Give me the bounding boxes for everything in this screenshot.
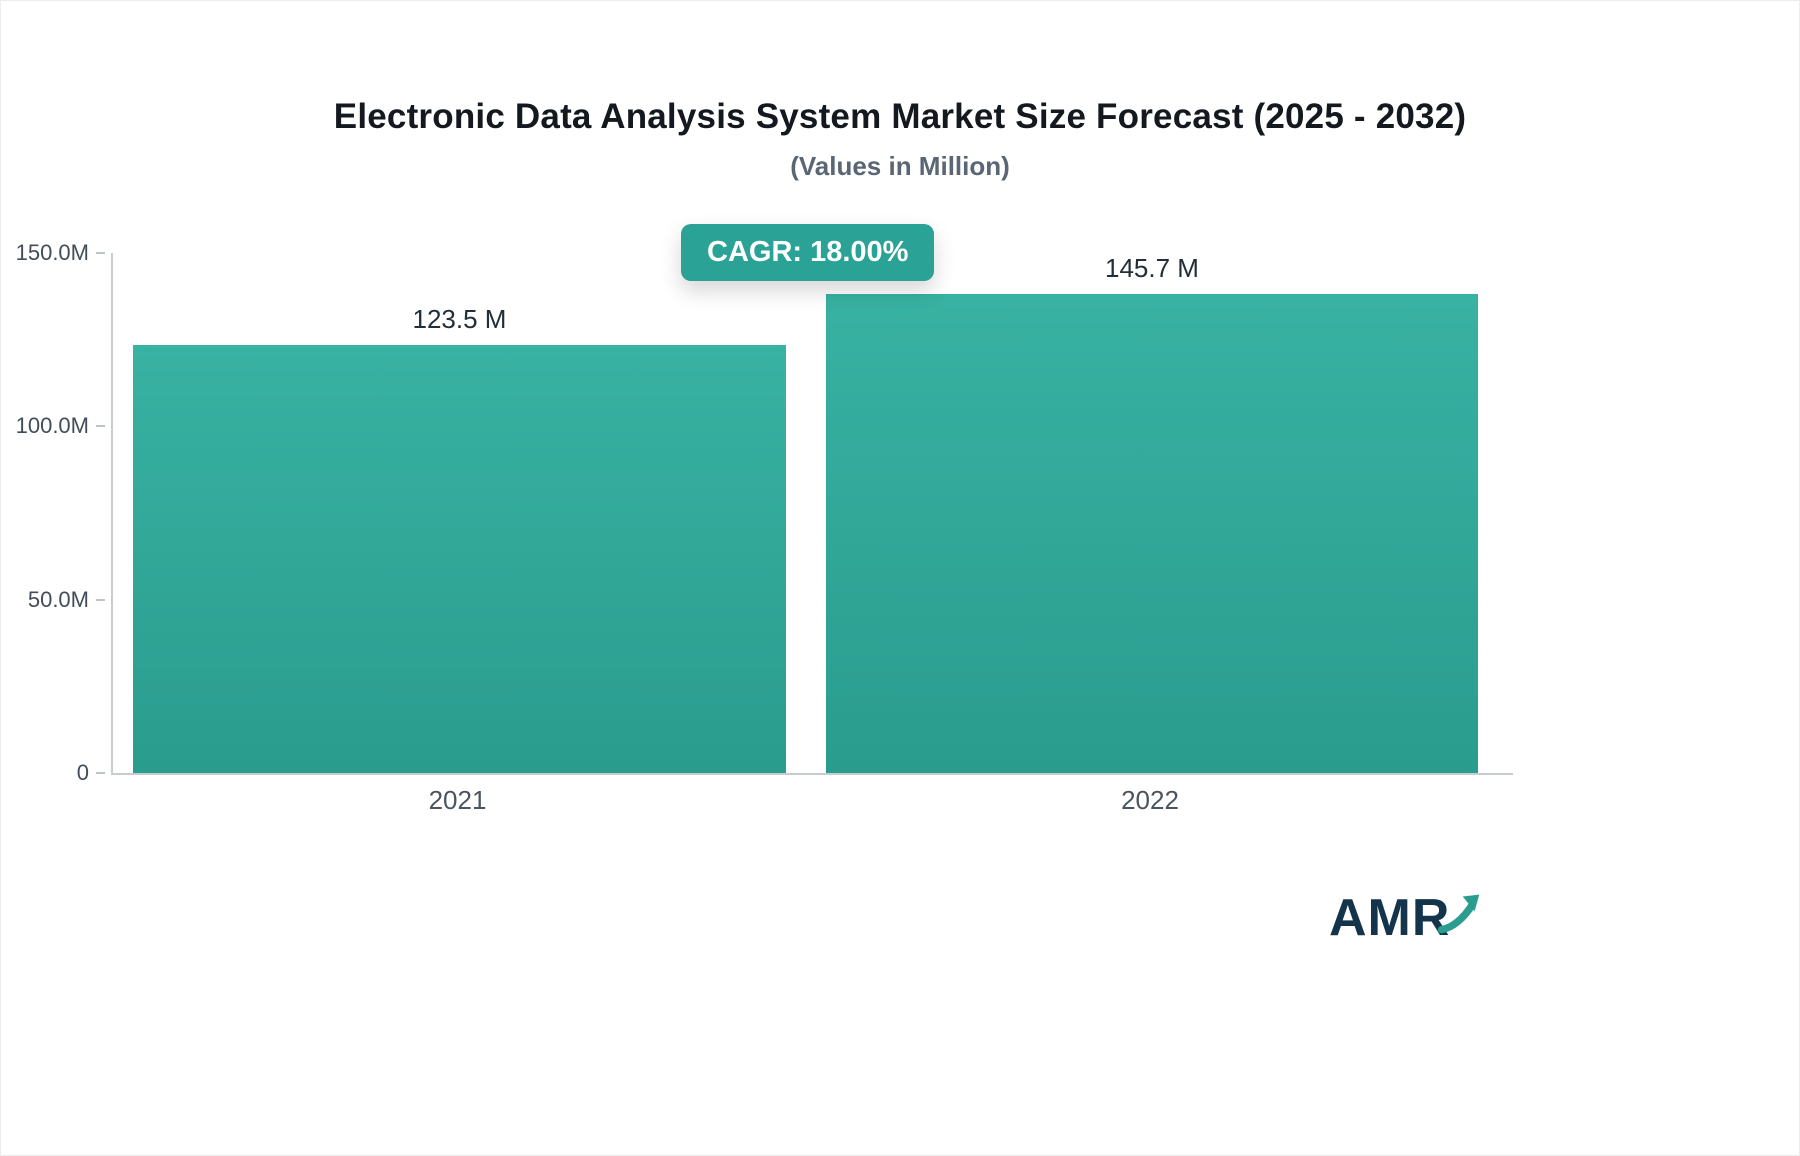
y-axis-ticks: 0 50.0M 100.0M 150.0M [1, 240, 105, 785]
x-axis-label-2021: 2021 [428, 785, 487, 815]
y-tick-label: 100.0M [15, 413, 89, 439]
y-tick-label: 50.0M [27, 586, 89, 612]
y-tick: 50.0M [28, 587, 105, 613]
bar[interactable] [826, 294, 1478, 773]
bar-value-label: 145.7 M [1105, 253, 1199, 283]
amr-logo-text: AMR [1329, 889, 1451, 947]
y-tick: 150.0M [16, 240, 105, 266]
bar-value-label: 123.5 M [412, 303, 507, 334]
y-tick-mark [96, 252, 105, 254]
y-tick-mark [96, 598, 105, 601]
y-tick: 0 [77, 760, 105, 786]
y-tick: 100.0M [16, 413, 105, 439]
y-tick-label: 0 [76, 760, 89, 785]
cagr-badge: CAGR: 18.00% [681, 224, 935, 281]
bar-group-2021: 123.5 M [133, 253, 786, 773]
plot-area: 123.5 M 145.7 M [111, 253, 1513, 775]
bar[interactable] [133, 344, 786, 773]
bar-group-2022: 145.7 M [826, 253, 1478, 773]
y-tick-mark [96, 425, 105, 428]
chart-title: Electronic Data Analysis System Market S… [333, 97, 1467, 136]
y-tick-mark [96, 772, 105, 774]
chart-subtitle: (Values in Million) [790, 151, 1010, 181]
y-tick-label: 150.0M [15, 240, 89, 265]
growth-arrow-icon [1436, 891, 1482, 942]
amr-logo: AMR [1329, 891, 1482, 944]
x-axis-label-2022: 2022 [1121, 785, 1179, 815]
